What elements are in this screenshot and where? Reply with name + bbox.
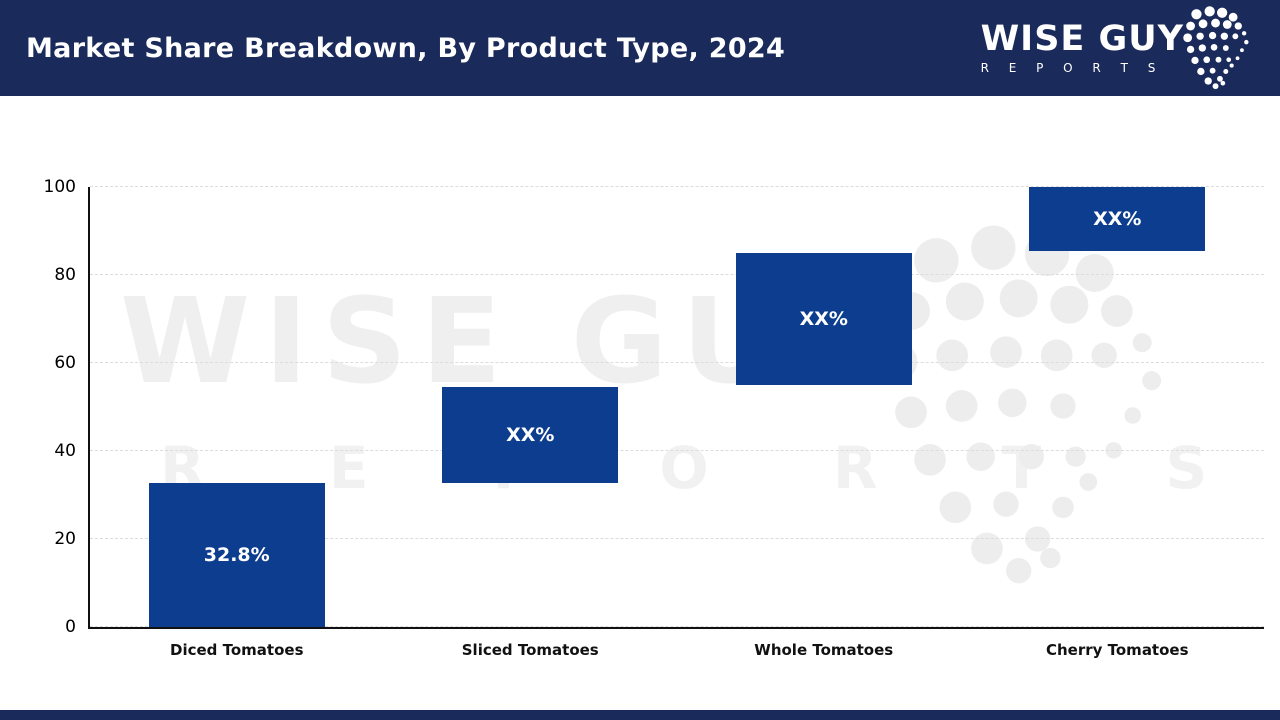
y-tick-label-40: 40 <box>54 441 76 461</box>
bar-sliced-tomatoes: XX% <box>442 387 619 483</box>
y-tick-label-20: 20 <box>54 529 76 549</box>
x-tick-label-sliced-tomatoes: Sliced Tomatoes <box>461 641 599 659</box>
brand-logo: WISE GUY R E P O R T S <box>981 4 1254 92</box>
bar-value-label: XX% <box>1093 207 1142 230</box>
brand-name: WISE GUY <box>980 18 1184 59</box>
gridline-0 <box>90 626 1264 627</box>
gridline-40 <box>90 450 1264 451</box>
header-bar: Market Share Breakdown, By Product Type,… <box>0 0 1280 96</box>
x-tick-label-cherry-tomatoes: Cherry Tomatoes <box>1045 641 1189 659</box>
y-tick-label-0: 0 <box>65 617 76 637</box>
bar-value-label: XX% <box>506 423 555 446</box>
gridline-60 <box>90 362 1264 363</box>
brand-logo-text: WISE GUY R E P O R T S <box>980 18 1184 75</box>
brand-subtitle: R E P O R T S <box>980 60 1164 75</box>
bar-diced-tomatoes: 32.8% <box>148 482 325 627</box>
bar-whole-tomatoes: XX% <box>735 253 912 385</box>
y-tick-label-60: 60 <box>54 353 76 373</box>
gridline-20 <box>90 538 1264 539</box>
plot-area: 0 20 40 60 80 100 32.8% Diced Tomatoes XX% Sliced… <box>44 177 1264 659</box>
x-tick-label-whole-tomatoes: Whole Tomatoes <box>754 641 894 659</box>
dotted-head-icon <box>1183 6 1249 90</box>
bar-value-label: 32.8% <box>203 543 270 566</box>
page-title: Market Share Breakdown, By Product Type,… <box>26 32 786 64</box>
gridline-80 <box>90 274 1264 275</box>
x-tick-label-diced-tomatoes: Diced Tomatoes <box>170 641 304 659</box>
footer-accent-bar <box>0 710 1280 720</box>
y-tick-label-100: 100 <box>43 177 76 197</box>
bar-value-label: XX% <box>799 308 848 330</box>
gridline-100 <box>90 186 1264 187</box>
y-tick-label-80: 80 <box>54 265 76 285</box>
bar-cherry-tomatoes: XX% <box>1029 187 1206 251</box>
chart-section: WISE GU R E P O R T S 0 20 40 60 80 100 32.8% D… <box>0 96 1280 710</box>
